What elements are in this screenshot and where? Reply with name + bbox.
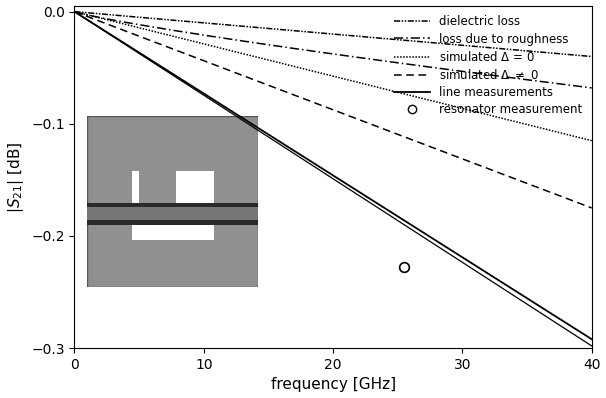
X-axis label: frequency [GHz]: frequency [GHz] xyxy=(270,377,396,392)
Y-axis label: $|S_{21}|$ [dB]: $|S_{21}|$ [dB] xyxy=(5,141,25,213)
Legend: dielectric loss, loss due to roughness, simulated $\Delta$ = 0, simulated $\Delt: dielectric loss, loss due to roughness, … xyxy=(391,12,586,120)
